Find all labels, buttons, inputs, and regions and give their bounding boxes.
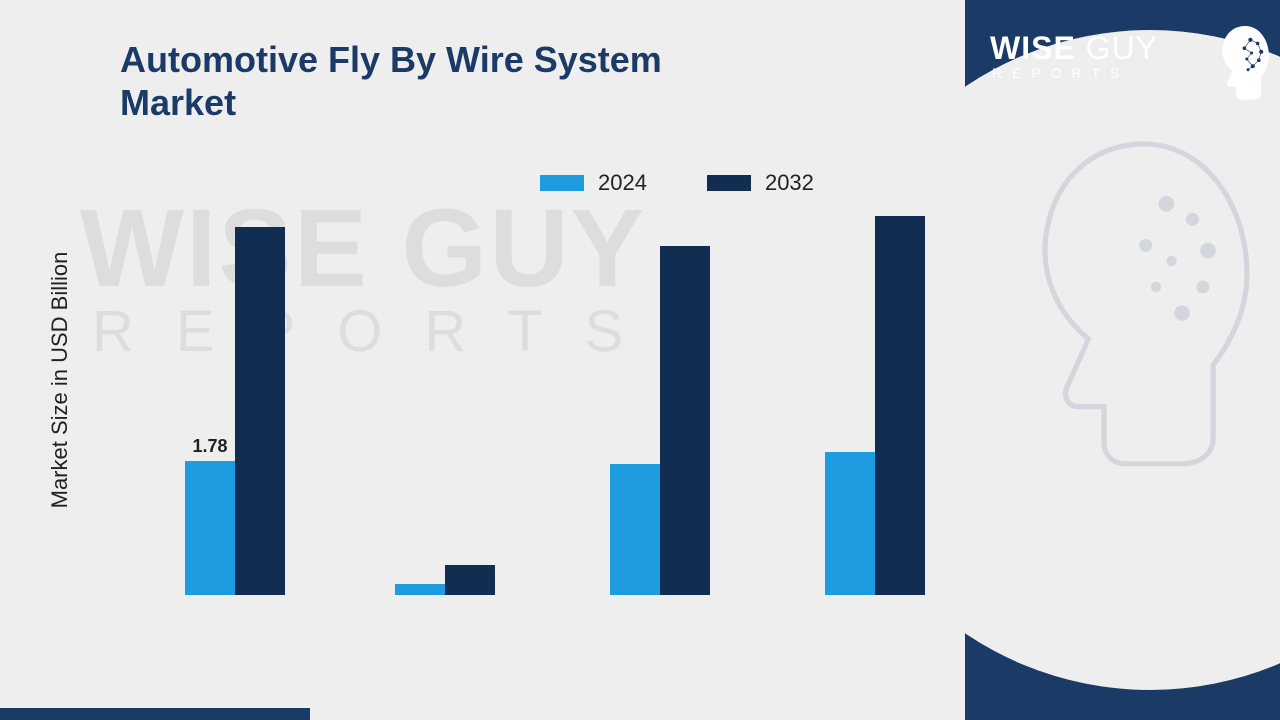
head-watermark-icon	[1000, 130, 1260, 470]
chart-title: Automotive Fly By Wire System Market	[120, 38, 760, 124]
legend-swatch-2032	[707, 175, 751, 191]
bar-2024	[185, 461, 235, 595]
bar-2032	[235, 227, 285, 595]
logo-head-icon	[1212, 22, 1272, 102]
legend-swatch-2024	[540, 175, 584, 191]
logo-text-1: WISE	[990, 30, 1076, 66]
bottom-accent-bar	[0, 708, 310, 720]
y-axis-label: Market Size in USD Billion	[47, 252, 73, 509]
logo-text-3: REPORTS	[990, 65, 1240, 81]
bar-2024	[395, 584, 445, 595]
brand-logo: WISE GUY REPORTS	[990, 30, 1240, 100]
legend-label-2032: 2032	[765, 170, 814, 196]
legend-label-2024: 2024	[598, 170, 647, 196]
bar-2032	[445, 565, 495, 595]
bar-2032	[660, 246, 710, 595]
bar-2024	[610, 464, 660, 595]
bar-2024	[825, 452, 875, 595]
legend: 2024 2032	[540, 170, 814, 196]
legend-item-2032: 2032	[707, 170, 814, 196]
logo-text-2: GUY	[1086, 30, 1158, 66]
bar-2032	[875, 216, 925, 595]
chart-plot-area: 1.78EUROPESOUTHAMERICAASIAPACIFICMIDDLEE…	[130, 205, 950, 595]
legend-item-2024: 2024	[540, 170, 647, 196]
